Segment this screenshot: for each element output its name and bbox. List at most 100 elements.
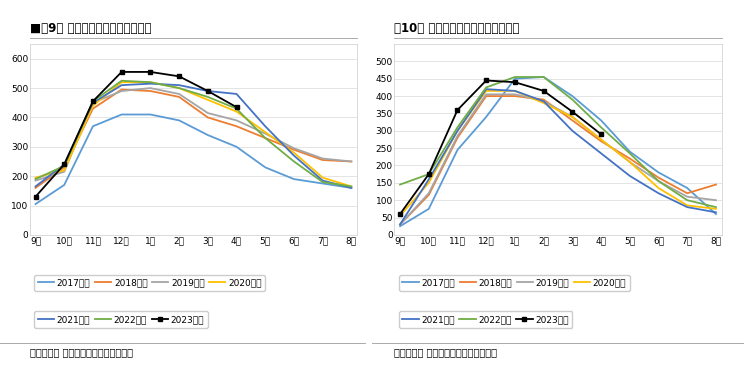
- 2021年度: [625, 174, 634, 178]
- 2021年度: [396, 222, 405, 227]
- 2021年度: [232, 92, 241, 96]
- 2023年度: [203, 89, 212, 93]
- 2018年度: [424, 193, 433, 197]
- 2020年度: [203, 98, 212, 102]
- 2018年度: [89, 106, 97, 111]
- 2022年度: [260, 136, 269, 140]
- 2020年度: [260, 130, 269, 134]
- 2019年度: [289, 146, 298, 150]
- 2022年度: [683, 198, 692, 202]
- 2018年度: [453, 135, 462, 140]
- 2023年度: [597, 132, 606, 137]
- 2021年度: [31, 184, 40, 189]
- 2017年度: [568, 94, 577, 98]
- 2018年度: [232, 124, 241, 128]
- 2017年度: [60, 183, 68, 187]
- 2019年度: [60, 170, 68, 174]
- Line: 2019年度: 2019年度: [36, 88, 351, 181]
- Line: 2017年度: 2017年度: [400, 77, 716, 226]
- 2018年度: [539, 97, 548, 102]
- 2021年度: [175, 83, 184, 87]
- 2023年度: [175, 74, 184, 79]
- 2017年度: [396, 224, 405, 228]
- 2021年度: [683, 205, 692, 209]
- 2018年度: [60, 165, 68, 170]
- Line: 2021年度: 2021年度: [36, 84, 351, 188]
- 2019年度: [482, 92, 491, 97]
- 2023年度: [396, 212, 405, 216]
- 2020年度: [482, 89, 491, 93]
- 2017年度: [424, 207, 433, 211]
- 2023年度: [568, 109, 577, 114]
- 2021年度: [597, 151, 606, 156]
- 2019年度: [260, 131, 269, 136]
- 2017年度: [260, 165, 269, 170]
- 2021年度: [89, 101, 97, 105]
- 2018年度: [260, 136, 269, 140]
- 2018年度: [318, 158, 327, 162]
- Line: 2023年度: 2023年度: [33, 70, 238, 199]
- 2022年度: [60, 164, 68, 168]
- 2018年度: [31, 186, 40, 190]
- 2018年度: [146, 89, 155, 93]
- 2019年度: [453, 134, 462, 138]
- 2019年度: [318, 156, 327, 161]
- 2022年度: [175, 86, 184, 90]
- 2021年度: [453, 128, 462, 133]
- 2020年度: [654, 186, 663, 190]
- Line: 2022年度: 2022年度: [400, 77, 716, 207]
- 2021年度: [203, 89, 212, 93]
- 2017年度: [510, 77, 519, 81]
- 2018年度: [347, 159, 356, 164]
- 2023年度: [146, 70, 155, 74]
- 2022年度: [232, 106, 241, 111]
- 2020年度: [510, 89, 519, 93]
- 2019年度: [118, 89, 126, 93]
- 2020年度: [396, 214, 405, 218]
- 2020年度: [347, 184, 356, 189]
- 2020年度: [453, 128, 462, 133]
- 2020年度: [118, 80, 126, 84]
- 2022年度: [482, 85, 491, 90]
- Text: 数据来源： 銀河期货、中国棉花信息网: 数据来源： 銀河期货、中国棉花信息网: [394, 347, 497, 357]
- 2019年度: [175, 92, 184, 96]
- 2020年度: [683, 203, 692, 208]
- 2021年度: [568, 128, 577, 133]
- 2020年度: [597, 137, 606, 142]
- Line: 2020年度: 2020年度: [400, 91, 716, 216]
- 2022年度: [396, 182, 405, 187]
- 2022年度: [568, 97, 577, 102]
- 2017年度: [453, 148, 462, 152]
- 2019年度: [568, 115, 577, 119]
- 2022年度: [625, 151, 634, 156]
- 2020年度: [539, 101, 548, 105]
- 2023年度: [31, 195, 40, 199]
- 2018年度: [568, 118, 577, 123]
- 2018年度: [175, 95, 184, 99]
- 2017年度: [683, 186, 692, 190]
- 2020年度: [711, 207, 720, 211]
- 2021年度: [539, 99, 548, 103]
- 2017年度: [175, 118, 184, 123]
- 2019年度: [539, 99, 548, 103]
- Legend: 2021年度, 2022年度, 2023年度: 2021年度, 2022年度, 2023年度: [34, 311, 208, 328]
- 2018年度: [510, 94, 519, 98]
- 2019年度: [203, 111, 212, 115]
- 2018年度: [597, 139, 606, 143]
- Line: 2018年度: 2018年度: [36, 90, 351, 188]
- 2017年度: [711, 212, 720, 216]
- 2020年度: [60, 168, 68, 172]
- 2023年度: [60, 162, 68, 167]
- Line: 2017年度: 2017年度: [36, 115, 351, 204]
- 2022年度: [711, 205, 720, 209]
- 2022年度: [654, 179, 663, 183]
- 2017年度: [539, 75, 548, 79]
- 2019年度: [510, 92, 519, 97]
- 2021年度: [424, 177, 433, 182]
- 2018年度: [203, 115, 212, 120]
- 2022年度: [89, 99, 97, 103]
- 2022年度: [318, 180, 327, 184]
- 2018年度: [289, 148, 298, 152]
- 2017年度: [482, 115, 491, 119]
- 2017年度: [289, 177, 298, 181]
